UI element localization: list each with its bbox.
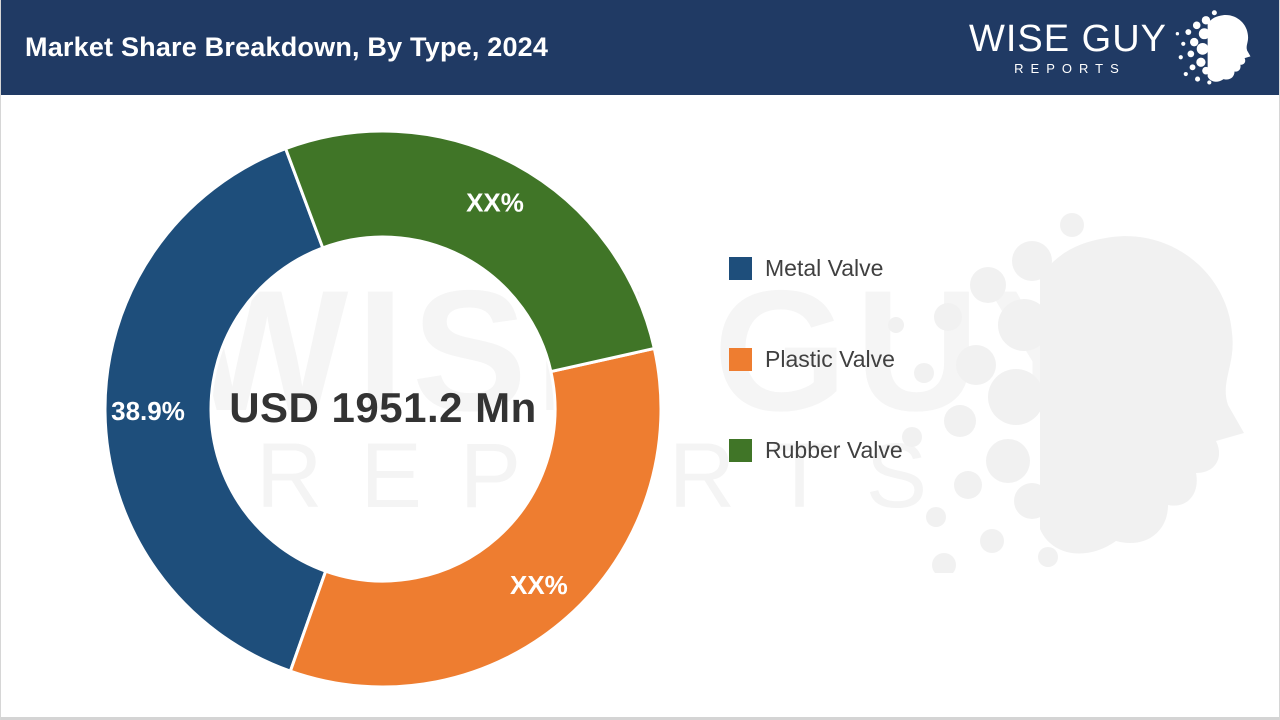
legend-swatch-metal-valve bbox=[729, 257, 752, 280]
legend-label: Rubber Valve bbox=[765, 437, 903, 463]
logo-subtitle: REPORTS bbox=[1014, 60, 1126, 76]
legend-label: Plastic Valve bbox=[765, 346, 895, 372]
header-bar: Market Share Breakdown, By Type, 2024 WI… bbox=[1, 0, 1279, 95]
slice-label-plastic-valve: XX% bbox=[510, 570, 568, 600]
pie-slice-plastic-valve bbox=[288, 346, 663, 689]
legend-item-metal-valve: Metal Valve bbox=[729, 255, 903, 282]
wiseguy-logo: WISE GUY REPORTS bbox=[969, 9, 1253, 87]
wiseguy-face-icon bbox=[1175, 9, 1251, 85]
pie-slice-rubber-valve bbox=[284, 129, 656, 374]
pie-slice-metal-valve bbox=[103, 147, 328, 673]
chart-center-value: USD 1951.2 Mn bbox=[229, 384, 537, 431]
page-title: Market Share Breakdown, By Type, 2024 bbox=[25, 32, 549, 62]
legend-item-plastic-valve: Plastic Valve bbox=[729, 346, 903, 373]
slice-label-rubber-valve: XX% bbox=[466, 187, 524, 217]
chart-legend: Metal Valve Plastic Valve Rubber Valve bbox=[729, 255, 903, 528]
legend-label: Metal Valve bbox=[765, 255, 884, 281]
legend-swatch-plastic-valve bbox=[729, 348, 752, 371]
legend-item-rubber-valve: Rubber Valve bbox=[729, 437, 903, 464]
slice-label-metal-valve: 38.9% bbox=[111, 396, 185, 426]
logo-text: WISE GUY REPORTS bbox=[969, 20, 1167, 76]
donut-chart: 38.9% XX% XX% bbox=[103, 129, 663, 689]
logo-wordmark: WISE GUY bbox=[968, 17, 1167, 60]
chart-area: WISE GUY REPORTS 38.9%XX%XX% USD 1951.2 … bbox=[1, 95, 1279, 720]
legend-swatch-rubber-valve bbox=[729, 439, 752, 462]
face-watermark-icon bbox=[888, 213, 1244, 573]
